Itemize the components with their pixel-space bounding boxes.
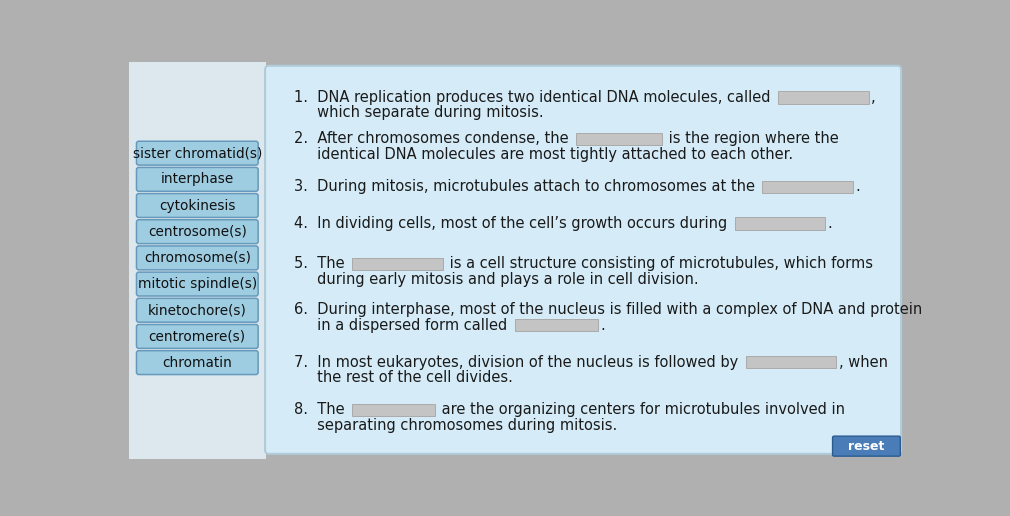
Text: the rest of the cell divides.: the rest of the cell divides. [294, 370, 513, 385]
Text: during early mitosis and plays a role in cell division.: during early mitosis and plays a role in… [294, 271, 699, 286]
Bar [745, 356, 836, 368]
Text: 5.  The: 5. The [294, 256, 349, 271]
Text: interphase: interphase [161, 172, 234, 186]
Text: reset: reset [848, 440, 885, 453]
Bar [351, 404, 435, 416]
Text: .: . [600, 318, 605, 333]
Bar [763, 181, 853, 193]
FancyBboxPatch shape [136, 167, 259, 191]
FancyBboxPatch shape [136, 351, 259, 375]
Bar [778, 91, 869, 104]
Text: cytokinesis: cytokinesis [159, 199, 235, 213]
Text: 8.  The: 8. The [294, 402, 349, 417]
FancyBboxPatch shape [136, 298, 259, 322]
Text: chromatin: chromatin [163, 356, 232, 369]
Text: is a cell structure consisting of microtubules, which forms: is a cell structure consisting of microt… [445, 256, 873, 271]
Text: in a dispersed form called: in a dispersed form called [294, 318, 512, 333]
FancyBboxPatch shape [136, 194, 259, 217]
Text: 6.  During interphase, most of the nucleus is filled with a complex of DNA and p: 6. During interphase, most of the nucleu… [294, 302, 922, 317]
Text: ,: , [871, 90, 876, 105]
Text: 7.  In most eukaryotes, division of the nucleus is followed by: 7. In most eukaryotes, division of the n… [294, 354, 743, 370]
Text: are the organizing centers for microtubules involved in: are the organizing centers for microtubu… [437, 402, 845, 417]
Text: 1.  DNA replication produces two identical DNA molecules, called: 1. DNA replication produces two identica… [294, 90, 776, 105]
Text: centromere(s): centromere(s) [148, 329, 245, 344]
FancyBboxPatch shape [832, 436, 900, 456]
FancyBboxPatch shape [265, 66, 901, 454]
Text: chromosome(s): chromosome(s) [143, 251, 250, 265]
Text: 3.  During mitosis, microtubules attach to chromosomes at the: 3. During mitosis, microtubules attach t… [294, 179, 760, 194]
Text: which separate during mitosis.: which separate during mitosis. [294, 105, 544, 120]
Text: , when: , when [838, 354, 888, 370]
Text: centrosome(s): centrosome(s) [147, 224, 246, 239]
Text: mitotic spindle(s): mitotic spindle(s) [137, 277, 257, 291]
Text: separating chromosomes during mitosis.: separating chromosomes during mitosis. [294, 418, 617, 433]
FancyBboxPatch shape [136, 220, 259, 244]
Text: is the region where the: is the region where the [665, 132, 839, 147]
Text: sister chromatid(s): sister chromatid(s) [132, 146, 262, 160]
Bar [351, 257, 442, 270]
Text: 2.  After chromosomes condense, the: 2. After chromosomes condense, the [294, 132, 574, 147]
Bar [514, 319, 598, 331]
FancyBboxPatch shape [136, 325, 259, 348]
Bar [576, 133, 663, 145]
FancyBboxPatch shape [136, 246, 259, 270]
Text: .: . [855, 179, 861, 194]
Text: .: . [827, 216, 832, 231]
Bar [734, 217, 825, 230]
Text: identical DNA molecules are most tightly attached to each other.: identical DNA molecules are most tightly… [294, 147, 794, 162]
FancyBboxPatch shape [136, 141, 259, 165]
FancyBboxPatch shape [136, 272, 259, 296]
Text: kinetochore(s): kinetochore(s) [147, 303, 246, 317]
Text: 4.  In dividing cells, most of the cell’s growth occurs during: 4. In dividing cells, most of the cell’s… [294, 216, 732, 231]
Bar [129, 62, 266, 459]
